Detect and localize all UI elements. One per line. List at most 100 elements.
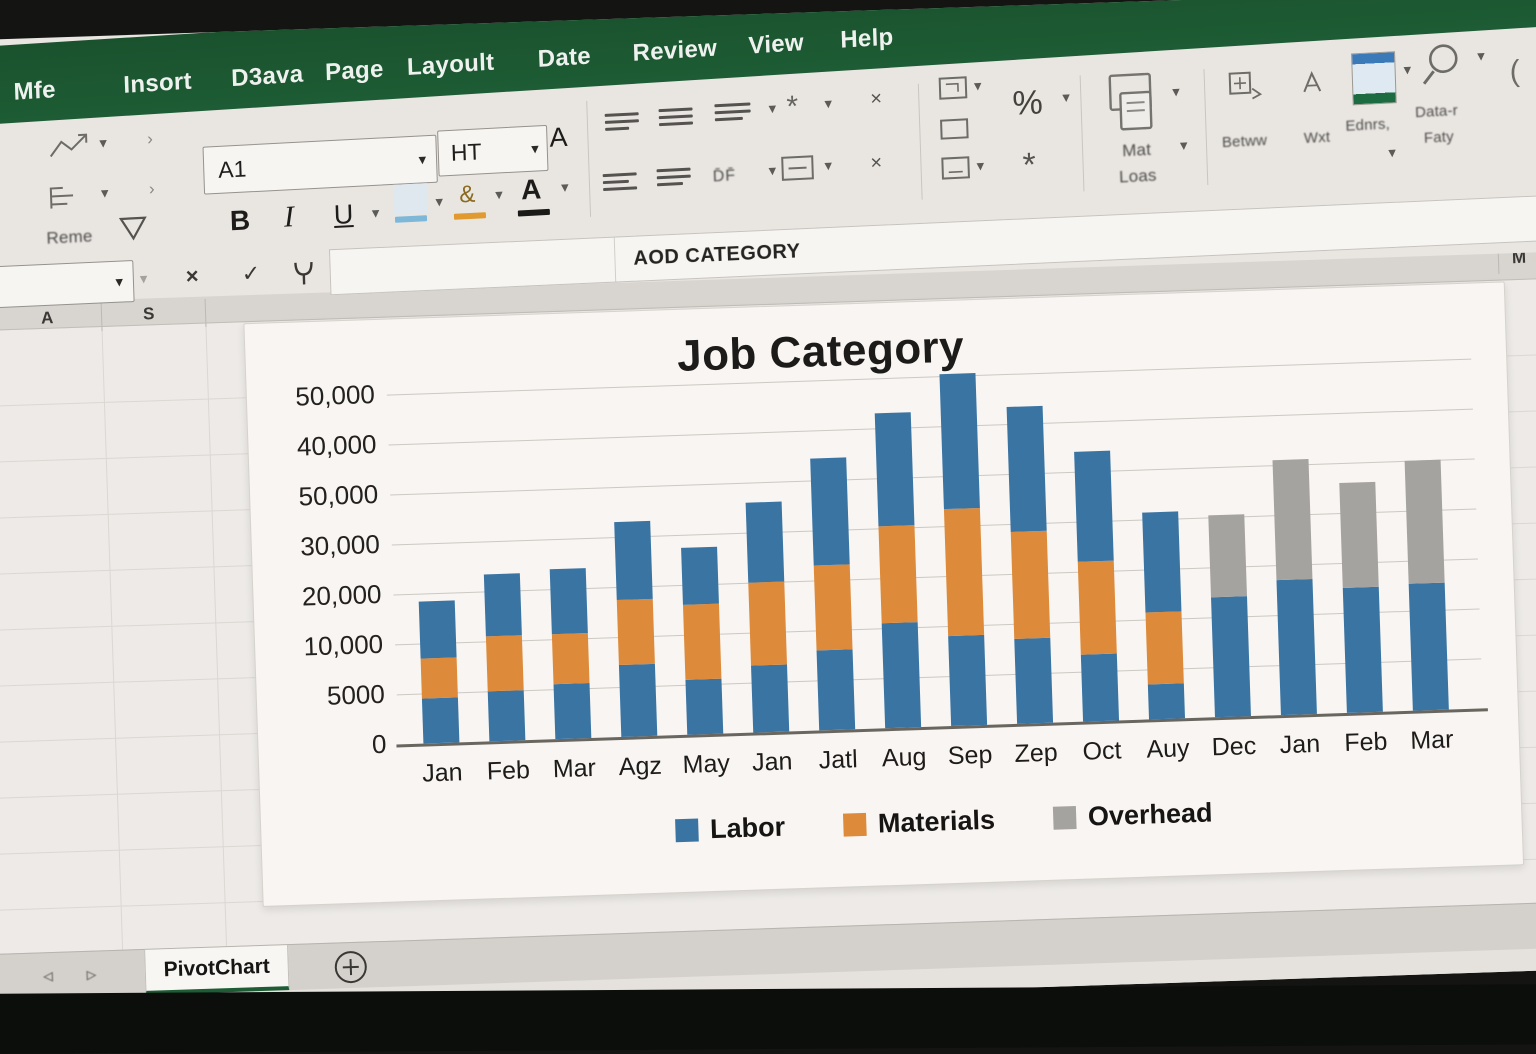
- font-color-caret[interactable]: ▾: [561, 180, 569, 195]
- name-box[interactable]: ▾: [0, 260, 135, 308]
- paste-label-caret[interactable]: ▾: [1180, 138, 1188, 153]
- name-box-caret[interactable]: ▾: [115, 274, 123, 289]
- bar-segment-materials[interactable]: [683, 604, 721, 680]
- wrap-text-icon[interactable]: *: [786, 90, 799, 125]
- bar-segment-labor[interactable]: [1409, 582, 1449, 711]
- bar-segment-labor[interactable]: [1074, 451, 1114, 562]
- align-bottom-icon[interactable]: [714, 98, 753, 122]
- confirm-icon[interactable]: ✓: [241, 260, 260, 287]
- bar-segment-labor[interactable]: [875, 412, 915, 526]
- bar-segment-labor[interactable]: [882, 622, 921, 728]
- wrap-caret[interactable]: ▾: [824, 96, 832, 111]
- font-color-button[interactable]: A: [521, 173, 542, 206]
- find-caret[interactable]: ▾: [1477, 49, 1485, 64]
- funnel-icon[interactable]: [118, 214, 149, 244]
- bar-segment-labor[interactable]: [746, 502, 785, 583]
- cells-label-1[interactable]: Betww: [1222, 132, 1268, 151]
- bar-segment-materials[interactable]: [421, 657, 458, 698]
- chart-tool-icon[interactable]: [47, 130, 92, 162]
- menu-tab-help[interactable]: Help: [840, 23, 894, 54]
- format-table-label[interactable]: Ednrs,: [1345, 116, 1390, 135]
- bar-segment-labor[interactable]: [614, 521, 653, 600]
- merge-across-caret[interactable]: ▾: [974, 79, 982, 94]
- axis-tool-caret[interactable]: ▾: [101, 186, 109, 201]
- cancel-icon[interactable]: ×: [185, 263, 199, 290]
- bar-segment-materials[interactable]: [617, 598, 655, 664]
- align-middle-icon[interactable]: [658, 103, 697, 127]
- insert-cells-icon[interactable]: [1228, 70, 1263, 102]
- bar-segment-labor[interactable]: [484, 573, 522, 637]
- paste-icon[interactable]: [1103, 67, 1161, 136]
- bar-segment-overhead[interactable]: [1405, 460, 1445, 584]
- bar-segment-labor[interactable]: [1081, 653, 1119, 722]
- bar-segment-labor[interactable]: [810, 457, 850, 566]
- bar-segment-labor[interactable]: [751, 664, 789, 733]
- merge-across-icon[interactable]: [938, 75, 969, 103]
- cell-reference-caret[interactable]: ▾: [418, 152, 426, 167]
- bar-segment-labor[interactable]: [1148, 683, 1185, 719]
- delete-cells-icon[interactable]: [1298, 69, 1329, 99]
- column-header-a[interactable]: A: [41, 308, 54, 328]
- bar-segment-labor[interactable]: [939, 373, 979, 509]
- comma-style-button[interactable]: *: [1022, 146, 1037, 186]
- bar-segment-materials[interactable]: [486, 635, 524, 691]
- bar-segment-labor[interactable]: [817, 649, 856, 730]
- menu-tab-data[interactable]: Date: [537, 42, 591, 73]
- format-as-table-icon[interactable]: [1351, 51, 1397, 105]
- menu-tab-insert[interactable]: Insort: [123, 68, 192, 100]
- sheet-nav-arrows[interactable]: ◃ ▹: [42, 961, 110, 988]
- format-table-caret-2[interactable]: ▾: [1388, 145, 1396, 160]
- bar-segment-materials[interactable]: [878, 525, 917, 624]
- merge-center-icon[interactable]: [780, 153, 815, 183]
- align-caret-2[interactable]: ▾: [768, 163, 776, 178]
- merge-caret[interactable]: ▾: [824, 158, 832, 173]
- underline-button[interactable]: U: [333, 199, 354, 231]
- unmerge-caret[interactable]: ▾: [976, 158, 984, 173]
- font-box[interactable]: HT ▾: [437, 125, 548, 177]
- fill-color-button[interactable]: &: [459, 181, 476, 210]
- menu-tab-view[interactable]: View: [748, 29, 804, 60]
- bar-segment-overhead[interactable]: [1339, 482, 1378, 588]
- bar-segment-labor[interactable]: [550, 568, 588, 634]
- paste-label-line2[interactable]: Loas: [1119, 166, 1157, 188]
- menu-tab-layout[interactable]: Layoult: [407, 49, 495, 82]
- bar-segment-labor[interactable]: [1211, 596, 1251, 717]
- percent-caret[interactable]: ▾: [1062, 90, 1070, 105]
- cell-box-icon[interactable]: [939, 117, 970, 143]
- find-select-icon[interactable]: [1421, 39, 1468, 87]
- font-box-caret[interactable]: ▾: [531, 141, 539, 156]
- paste-caret[interactable]: ▾: [1172, 84, 1180, 99]
- menu-tab-draw[interactable]: D3ava: [231, 61, 304, 94]
- name-box-expand-caret[interactable]: ▾: [140, 271, 148, 286]
- bar-segment-labor[interactable]: [948, 635, 987, 726]
- add-sheet-button[interactable]: [332, 948, 369, 985]
- font-size-button[interactable]: A: [549, 122, 568, 154]
- axis-tool-icon[interactable]: [47, 180, 92, 212]
- bar-segment-labor[interactable]: [1276, 579, 1316, 715]
- bar-segment-overhead[interactable]: [1272, 459, 1312, 580]
- bar-segment-materials[interactable]: [1145, 611, 1183, 685]
- bar-segment-labor[interactable]: [1007, 405, 1047, 531]
- align-top-icon[interactable]: [605, 108, 644, 132]
- bar-segment-materials[interactable]: [748, 581, 787, 665]
- clear-icon-1[interactable]: ×: [870, 88, 882, 112]
- orientation-icon[interactable]: D̄F̄: [713, 167, 737, 186]
- insert-function-icon[interactable]: [289, 256, 318, 287]
- sheet-tab-pivotchart[interactable]: PivotChart: [144, 945, 289, 996]
- menu-tab-page[interactable]: Page: [325, 56, 384, 88]
- group-chevron-2[interactable]: ›: [149, 179, 155, 199]
- menu-tab-review[interactable]: Review: [632, 35, 717, 68]
- bar-segment-overhead[interactable]: [1208, 514, 1247, 598]
- bar-segment-materials[interactable]: [944, 507, 984, 636]
- bar-segment-labor[interactable]: [488, 690, 526, 741]
- cells-label-2[interactable]: Wxt: [1304, 129, 1331, 147]
- bar-segment-materials[interactable]: [552, 633, 590, 684]
- bar-segment-labor[interactable]: [619, 663, 657, 737]
- bar-segment-labor[interactable]: [685, 679, 723, 735]
- bar-segment-labor[interactable]: [1014, 638, 1053, 724]
- bar-segment-materials[interactable]: [1011, 530, 1051, 639]
- fill-color-caret[interactable]: ▾: [495, 187, 503, 202]
- italic-button[interactable]: I: [283, 200, 294, 234]
- bar-segment-labor[interactable]: [554, 683, 592, 739]
- bar-segment-labor[interactable]: [1142, 511, 1181, 612]
